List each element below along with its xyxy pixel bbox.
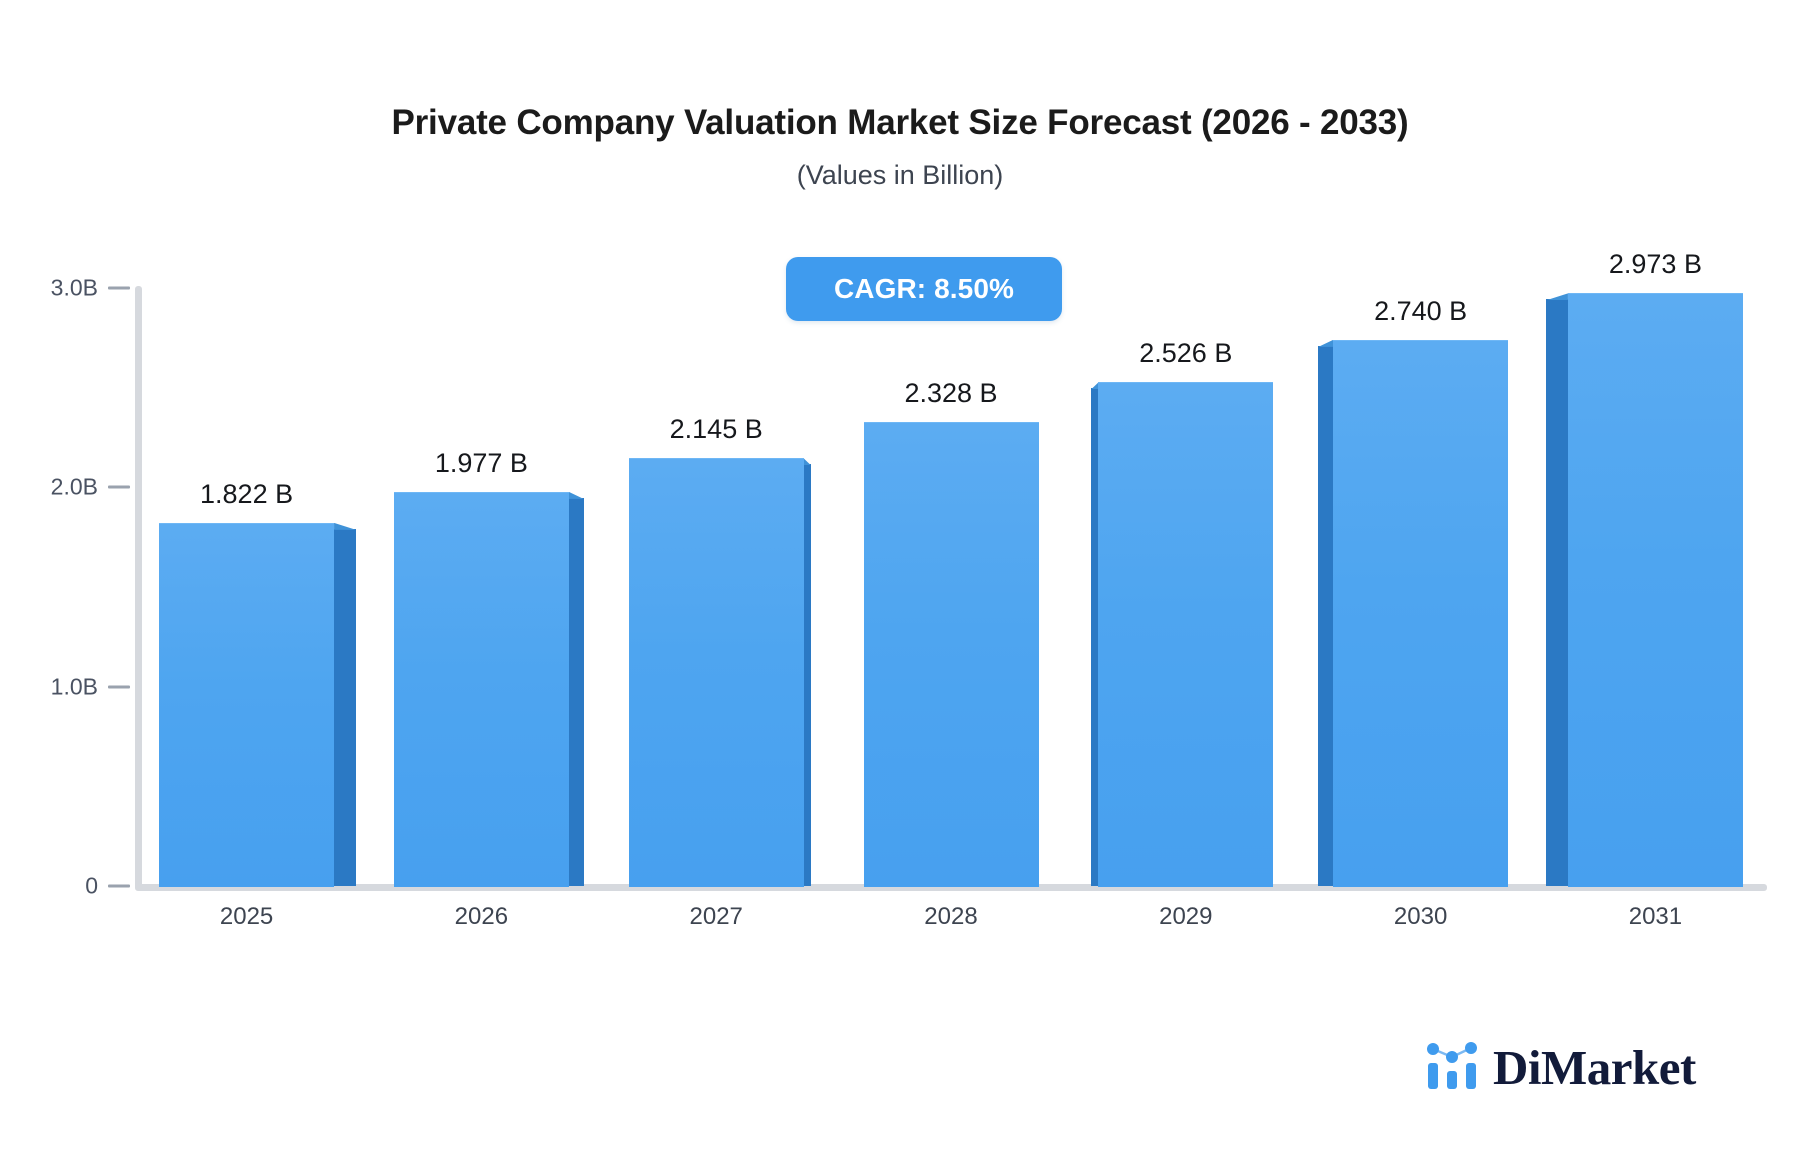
y-tick-label: 3.0B [50, 274, 98, 301]
y-tick-mark [108, 286, 130, 290]
cagr-badge: CAGR: 8.50% [786, 257, 1062, 321]
x-tick-label-2027: 2027 [689, 903, 743, 930]
bar-value-label: 2.145 B [669, 414, 763, 445]
bar-top-bevel [334, 522, 357, 530]
bar-value-label: 1.977 B [434, 447, 528, 478]
bar-side-panel [568, 497, 584, 886]
x-tick-label-2030: 2030 [1393, 903, 1448, 930]
bar-value-label: 2.526 B [1139, 338, 1233, 369]
x-tick-label-2029: 2029 [1159, 903, 1213, 930]
bar-2028[interactable] [863, 421, 1039, 887]
y-tick-mark [108, 685, 130, 689]
y-tick-label: 0 [85, 872, 98, 899]
bar-side-panel [803, 464, 812, 886]
x-tick-label-2031: 2031 [1628, 903, 1683, 930]
y-tick-mark [108, 884, 130, 888]
y-tick-label: 2.0B [50, 473, 98, 500]
bar-side-panel [1318, 345, 1334, 886]
x-tick-label-2025: 2025 [219, 903, 274, 930]
bar-top-bevel [1545, 293, 1568, 301]
bar-value-label: 1.822 B [200, 478, 294, 509]
y-tick-label: 1.0B [50, 673, 98, 700]
x-tick-label-2028: 2028 [924, 903, 978, 930]
bar-side-panel [1090, 388, 1099, 886]
bar-2026[interactable] [393, 491, 569, 887]
bar-top-bevel [1318, 339, 1334, 347]
dimarket-logo: DiMarket [1425, 1040, 1696, 1095]
bar-value-label: 2.973 B [1608, 249, 1702, 280]
cagr-badge-label: CAGR: 8.50% [833, 273, 1015, 304]
bar-top-bevel [568, 491, 584, 499]
bar-2025[interactable] [159, 522, 335, 887]
logo-wordmark: DiMarket [1493, 1040, 1696, 1095]
y-tick-mark [108, 485, 130, 489]
bar-side-panel [334, 528, 357, 886]
bar-top-bevel [803, 458, 812, 466]
bar-2031[interactable] [1567, 293, 1743, 887]
bar-2029[interactable] [1098, 382, 1274, 887]
bar-top-bevel [1090, 382, 1099, 390]
bar-value-label: 2.740 B [1374, 295, 1468, 326]
bar-2027[interactable] [628, 458, 804, 887]
x-tick-label-2026: 2026 [454, 903, 509, 930]
bar-side-panel [1545, 299, 1568, 886]
x-axis-line [135, 884, 1767, 891]
y-axis-line [135, 286, 142, 890]
bar-chart-trend-icon [1425, 1040, 1479, 1095]
bar-value-label: 2.328 B [904, 377, 998, 408]
bar-2030[interactable] [1333, 339, 1509, 887]
